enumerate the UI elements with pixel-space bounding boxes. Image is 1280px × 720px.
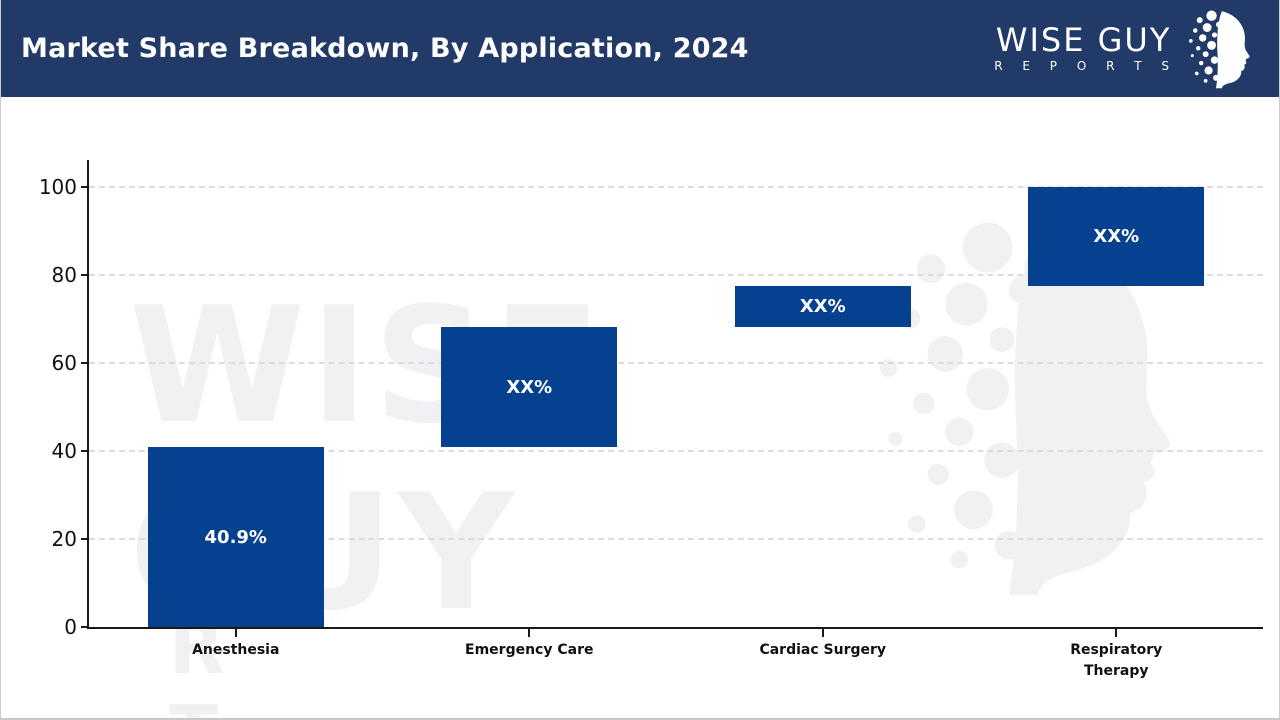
x-tick-mark: [1115, 629, 1118, 637]
y-gridline: [89, 362, 1263, 364]
x-tick-mark: [821, 629, 824, 637]
y-tick-mark: [81, 450, 89, 452]
bar-value-label: XX%: [1093, 226, 1140, 248]
x-tick-mark: [234, 629, 237, 637]
x-axis-category-label: Respiratory Therapy: [1070, 642, 1163, 679]
y-tick-label: 40: [51, 439, 77, 463]
x-axis-category-label: Cardiac Surgery: [759, 642, 887, 658]
bar-value-label: 40.9%: [204, 526, 267, 548]
bar: XX%: [1028, 187, 1205, 287]
y-tick-mark: [81, 186, 89, 188]
y-tick-label: 60: [51, 351, 77, 375]
y-gridline: [89, 450, 1263, 452]
logo-text-line2: R E P O R T S: [994, 59, 1177, 74]
x-axis-category-label: Anesthesia: [192, 642, 280, 658]
logo-wordmark: WISE GUY R E P O R T S: [990, 20, 1177, 74]
y-gridline: [89, 274, 1263, 276]
y-tick-mark: [81, 626, 89, 628]
bar: XX%: [441, 327, 618, 448]
bar: 40.9%: [147, 447, 324, 627]
y-tick-label: 20: [51, 527, 77, 551]
y-tick-mark: [81, 362, 89, 364]
y-gridline: [89, 538, 1263, 540]
y-tick-label: 0: [64, 615, 77, 639]
logo-face-icon: [1188, 10, 1250, 88]
page-title: Market Share Breakdown, By Application, …: [21, 33, 749, 64]
bar-value-label: XX%: [799, 296, 846, 318]
y-tick-label: 100: [38, 175, 77, 199]
y-gridline: [89, 186, 1263, 188]
wise-guy-logo: WISE GUY R E P O R T S: [990, 8, 1253, 90]
x-axis-category-label: Emergency Care: [465, 642, 594, 658]
header: Market Share Breakdown, By Application, …: [1, 0, 1279, 97]
x-tick-mark: [528, 629, 531, 637]
y-tick-mark: [81, 274, 89, 276]
y-axis-line: [87, 160, 89, 629]
bar: XX%: [734, 286, 911, 328]
logo-text-line1: WISE GUY: [995, 20, 1172, 59]
y-tick-mark: [81, 538, 89, 540]
x-axis-line: [87, 627, 1263, 629]
y-tick-label: 80: [51, 263, 77, 287]
bar-value-label: XX%: [506, 376, 553, 398]
